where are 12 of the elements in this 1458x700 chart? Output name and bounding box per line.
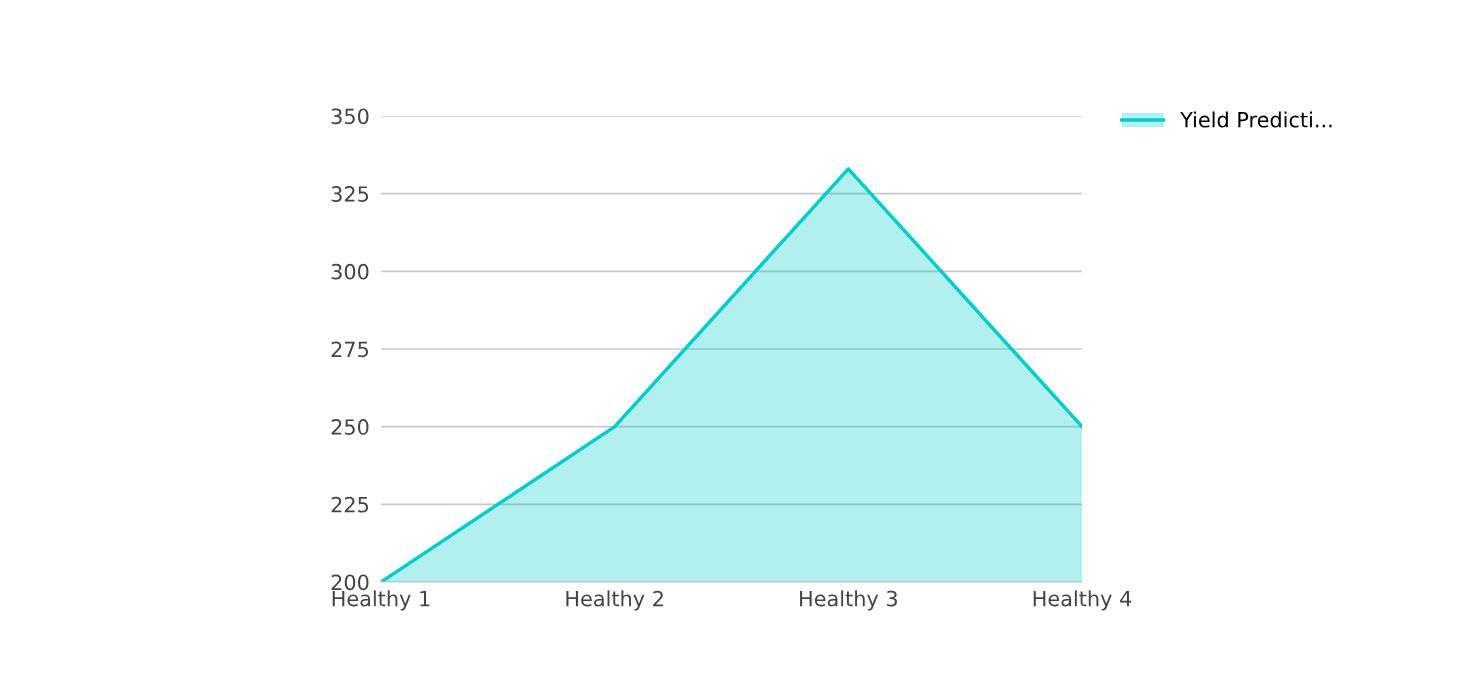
x-tick-label: Healthy 1 [332,590,430,611]
x-tick-label: Healthy 2 [566,590,663,611]
legend-label: Yield Predicti... [1180,111,1332,128]
x-tick-label: Healthy 3 [800,590,897,611]
y-tick-label: 225 [331,496,369,513]
y-tick-label: 300 [331,263,369,280]
y-tick-label: 275 [331,341,369,358]
x-tick-label: Healthy 4 [1033,590,1132,611]
y-tick-label: 325 [331,186,369,202]
y-tick-label: 350 [331,108,369,125]
y-tick-label: 250 [331,419,369,435]
y-tick-label: 200 [331,574,369,591]
